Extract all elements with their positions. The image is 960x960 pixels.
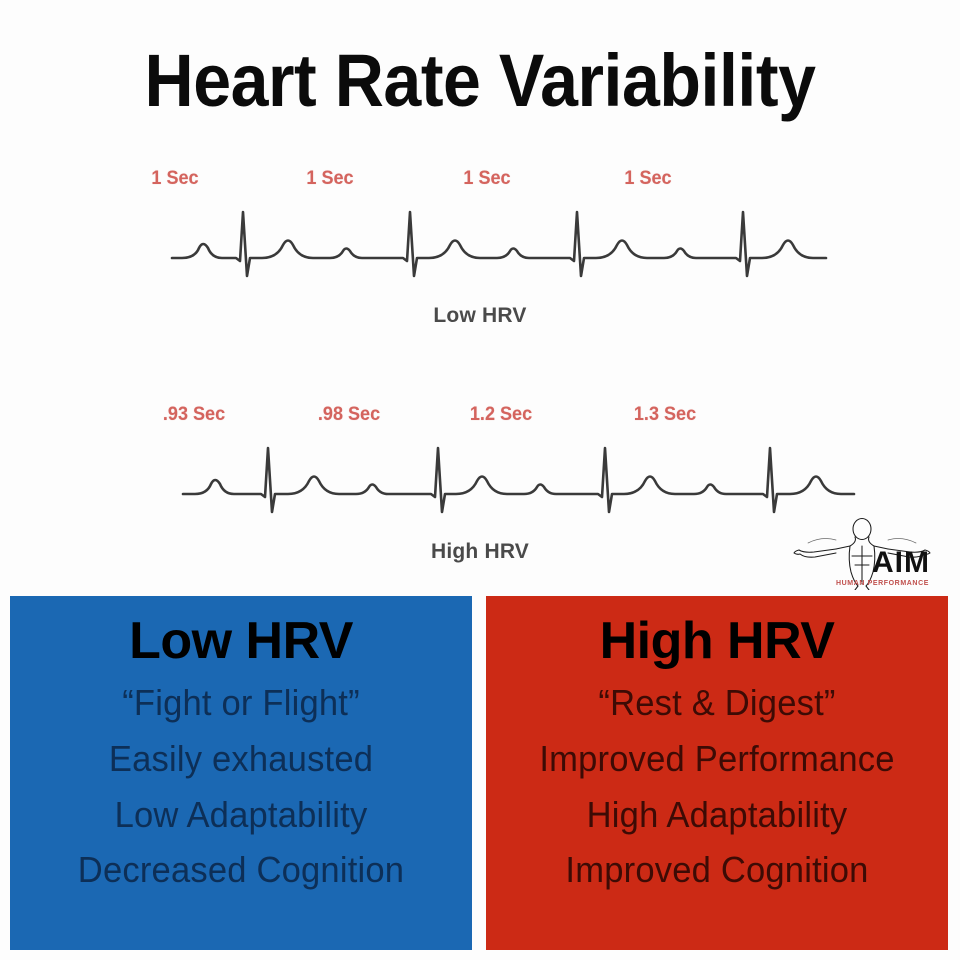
page-title: Heart Rate Variability — [144, 39, 816, 122]
panel-high-list: “Rest & Digest” Improved Performance Hig… — [486, 682, 948, 891]
panel-low-heading: Low HRV — [129, 612, 353, 670]
interval-label-low-1: 1 Sec — [151, 168, 199, 189]
panel-high-hrv: High HRV “Rest & Digest” Improved Perfor… — [486, 596, 948, 950]
interval-label-low-3: 1 Sec — [463, 168, 511, 189]
interval-label-row-low: 1 Sec 1 Sec 1 Sec 1 Sec — [0, 168, 960, 198]
interval-label-low-2: 1 Sec — [306, 168, 354, 189]
aim-logo-tagline: HUMAN PERFORMANCE — [835, 580, 929, 587]
aim-logo: AIM HUMAN PERFORMANCE — [788, 516, 936, 590]
panel-high-item-1: “Rest & Digest” — [598, 682, 836, 724]
chart-caption-high: High HRV — [430, 540, 530, 563]
interval-label-row-high: .93 Sec .98 Sec 1.2 Sec 1.3 Sec — [0, 404, 960, 434]
interval-label-high-3: 1.2 Sec — [469, 404, 533, 425]
panel-high-heading: High HRV — [599, 612, 835, 670]
panel-high-item-4: Improved Cognition — [565, 849, 869, 891]
panel-low-item-1: “Fight or Flight” — [122, 682, 360, 724]
panel-low-item-4: Decreased Cognition — [77, 849, 405, 891]
ecg-waveform-low — [0, 198, 960, 298]
interval-label-high-2: .98 Sec — [317, 404, 381, 425]
aim-logo-wordmark: AIM — [872, 546, 930, 579]
ecg-trace-low-path — [170, 210, 828, 278]
panel-low-item-3: Low Adaptability — [114, 793, 368, 835]
panel-low-list: “Fight or Flight” Easily exhausted Low A… — [10, 682, 472, 891]
interval-label-high-1: .93 Sec — [162, 404, 226, 425]
ecg-waveform-high — [0, 434, 960, 534]
human-figure-icon — [793, 517, 931, 590]
panel-high-item-3: High Adaptability — [586, 793, 848, 835]
interval-label-low-4: 1 Sec — [624, 168, 672, 189]
chart-low-hrv: 1 Sec 1 Sec 1 Sec 1 Sec Low HRV — [0, 168, 960, 328]
interval-label-high-4: 1.3 Sec — [633, 404, 697, 425]
chart-high-hrv: .93 Sec .98 Sec 1.2 Sec 1.3 Sec High HRV — [0, 404, 960, 564]
panel-low-item-2: Easily exhausted — [108, 737, 374, 779]
ecg-trace-high-path — [181, 446, 856, 514]
panel-high-item-2: Improved Performance — [539, 737, 895, 779]
comparison-panels: Low HRV “Fight or Flight” Easily exhaust… — [0, 592, 960, 960]
chart-caption-low: Low HRV — [433, 304, 527, 327]
panel-low-hrv: Low HRV “Fight or Flight” Easily exhaust… — [10, 596, 472, 950]
